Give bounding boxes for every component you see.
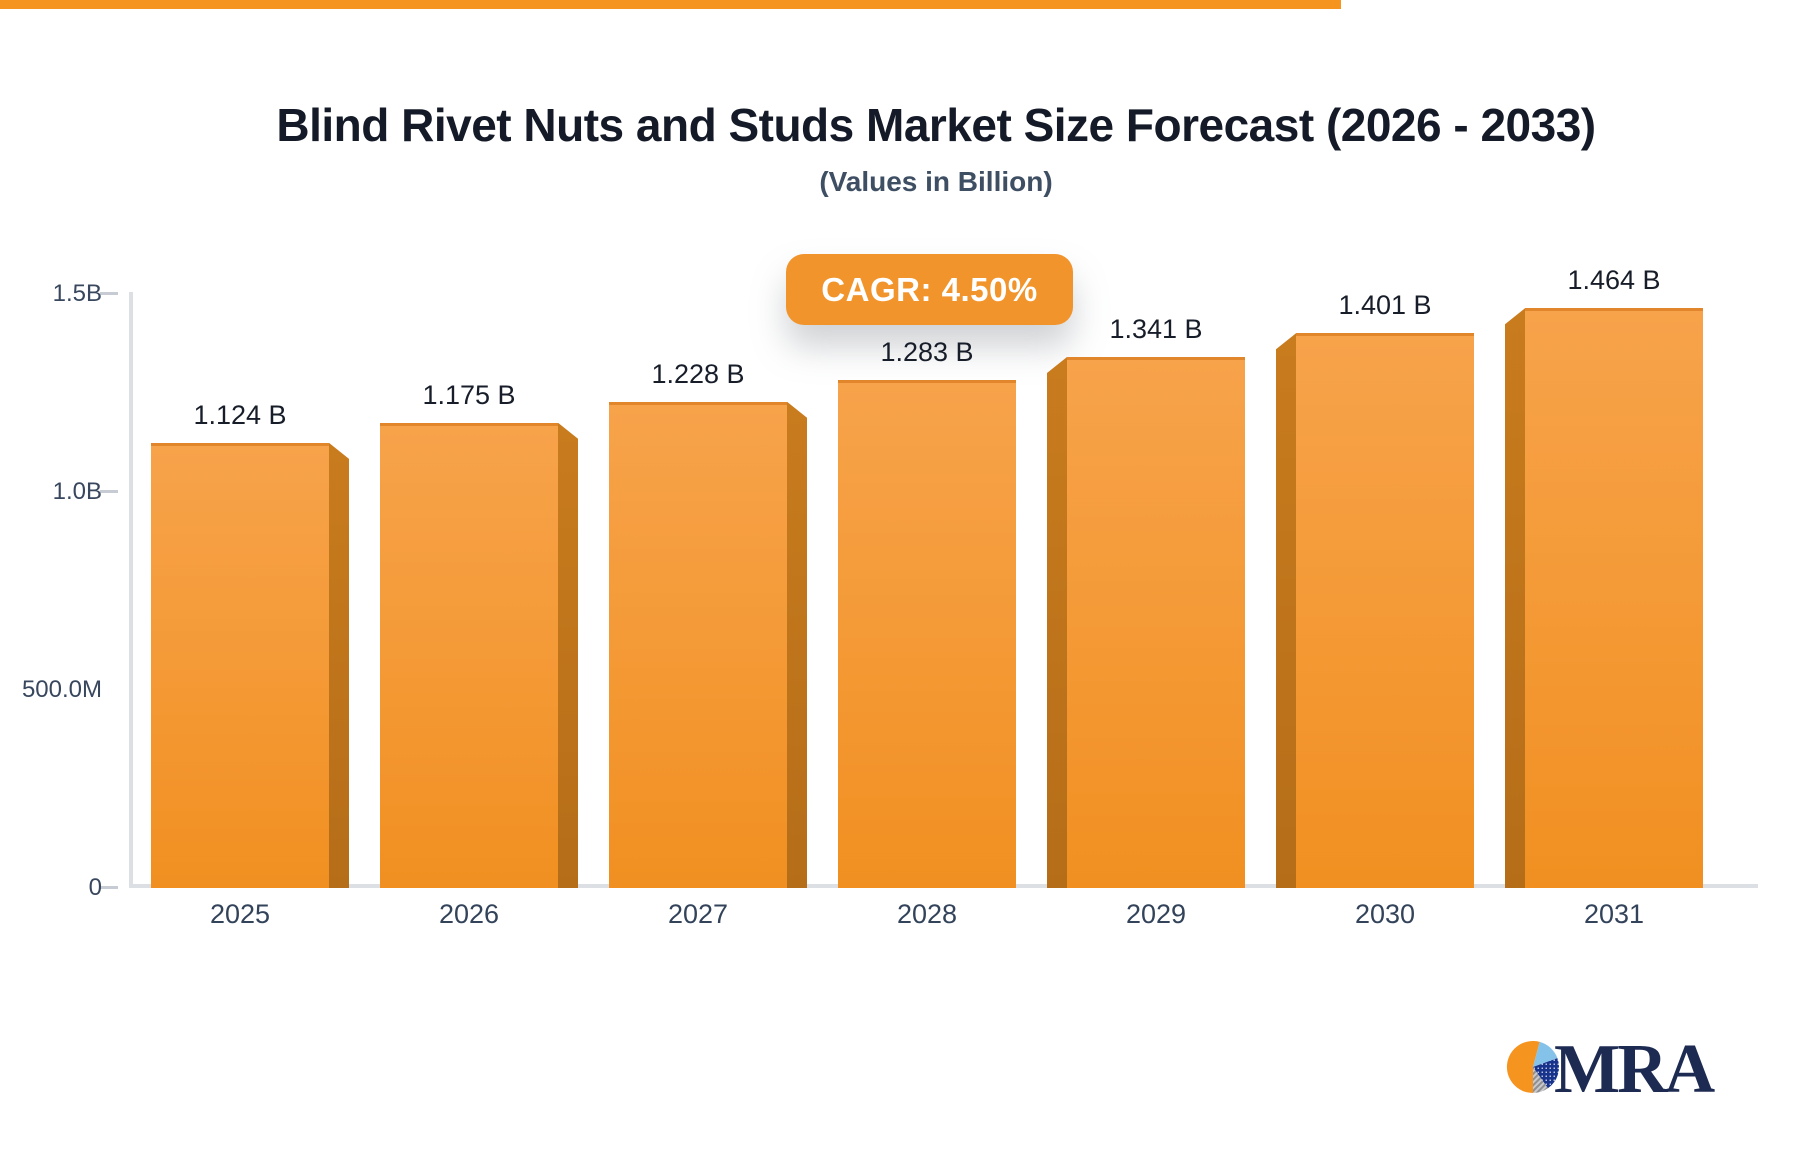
brand-logo: MRA [1506, 1031, 1715, 1108]
x-axis-label: 2027 [667, 899, 729, 929]
bar-2025[interactable] [151, 442, 329, 888]
x-axis-label: 2028 [896, 899, 958, 929]
y-axis-line [129, 292, 133, 888]
bar-value-label: 1.175 B [422, 379, 516, 410]
bar-2026[interactable] [380, 422, 558, 888]
y-axis-label: 1.0B [52, 478, 102, 505]
brand-logo-text: MRA [1554, 1031, 1715, 1108]
bar-value-label: 1.401 B [1338, 290, 1432, 321]
chart-subtitle: (Values in Billion) [819, 166, 1053, 197]
top-accent-strip [0, 0, 1341, 9]
y-axis-label: 1.5B [52, 280, 102, 307]
chart-title: Blind Rivet Nuts and Studs Market Size F… [276, 99, 1596, 151]
bar-side-face [329, 442, 349, 888]
bar-value-label: 1.341 B [1109, 313, 1203, 344]
bar-value-label: 1.464 B [1567, 265, 1661, 296]
x-axis-label: 2026 [438, 899, 500, 929]
chart-header: Blind Rivet Nuts and Studs Market Size F… [72, 98, 1800, 198]
pie-chart-logo-icon [1506, 1041, 1559, 1094]
y-axis-label: 0 [88, 874, 102, 901]
bar-2029[interactable] [1067, 356, 1245, 888]
x-axis-label: 2030 [1354, 899, 1416, 929]
bar-side-face [1047, 356, 1067, 888]
bar-value-label: 1.228 B [651, 358, 745, 389]
bar-2028[interactable] [838, 379, 1016, 888]
bar-2030[interactable] [1296, 333, 1474, 888]
cagr-badge-label: CAGR: 4.50% [821, 270, 1038, 308]
bar-2027[interactable] [609, 401, 787, 888]
x-axis-label: 2029 [1125, 899, 1187, 929]
bar-side-face [787, 401, 807, 888]
y-axis-tick [100, 886, 118, 889]
bar-side-face [1505, 308, 1525, 888]
cagr-badge: CAGR: 4.50% [786, 254, 1073, 325]
y-axis-label: 500.0M [21, 676, 102, 703]
bar-value-label: 1.283 B [880, 336, 974, 367]
x-axis-label: 2025 [209, 899, 271, 929]
bar-side-face [558, 422, 578, 888]
y-axis-tick [100, 292, 118, 295]
y-axis-tick [100, 490, 118, 493]
bar-side-face [1276, 333, 1296, 888]
bar-value-label: 1.124 B [193, 399, 287, 430]
x-axis-label: 2031 [1583, 899, 1645, 929]
bar-2031[interactable] [1525, 308, 1703, 888]
